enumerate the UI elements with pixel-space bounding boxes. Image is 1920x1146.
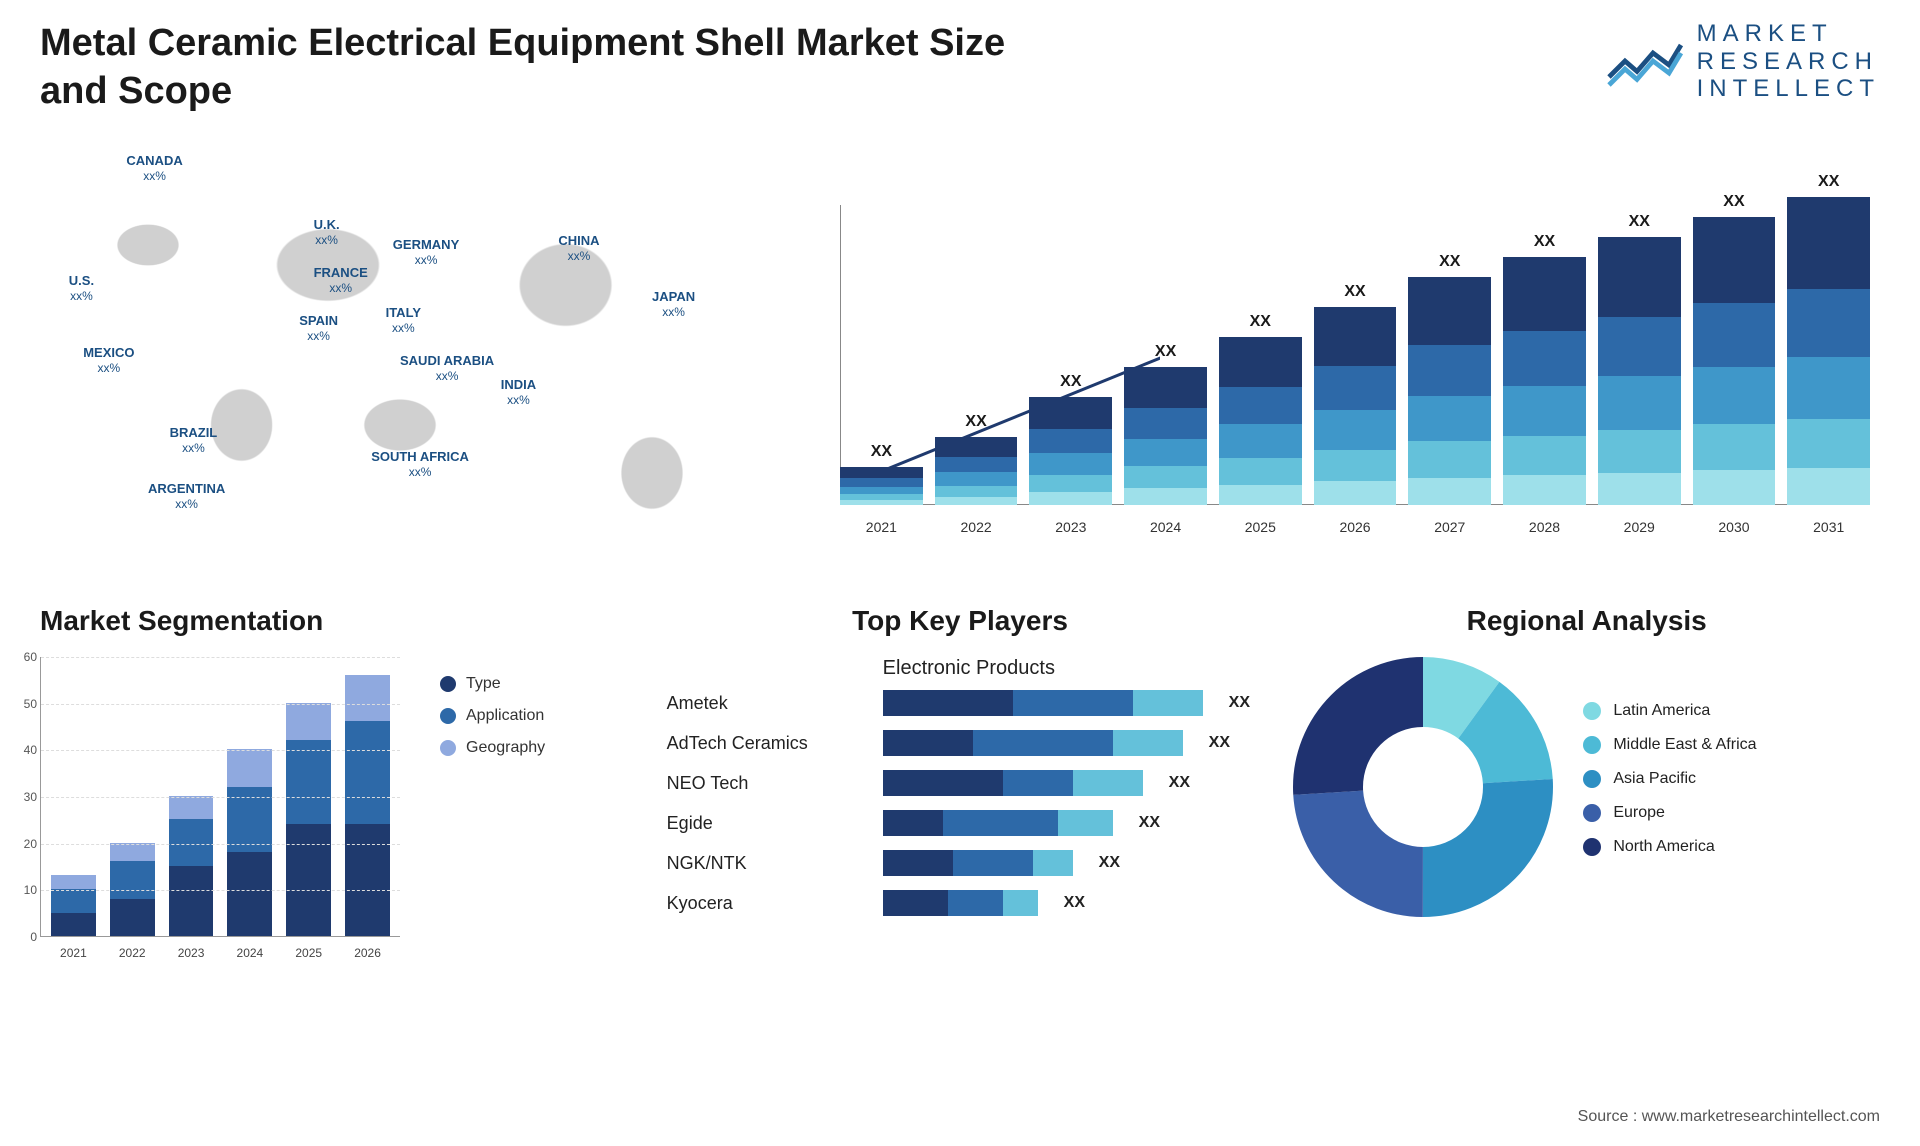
key-players-title: Top Key Players (667, 605, 1254, 637)
segmentation-title: Market Segmentation (40, 605, 627, 637)
legend-item: Middle East & Africa (1583, 736, 1756, 754)
growth-bar: XX2024 (1124, 343, 1207, 505)
segmentation-bar: 2021 (51, 875, 96, 936)
logo-line2: RESEARCH (1697, 48, 1880, 76)
segmentation-chart: 202120222023202420252026 0102030405060 (40, 657, 400, 937)
key-player-row: EgideXX (667, 810, 1254, 836)
growth-bar: XX2030 (1693, 193, 1776, 505)
regional-panel: Regional Analysis Latin America Middle Ea… (1293, 605, 1880, 965)
legend-item: Type (440, 675, 545, 693)
key-player-row: NEO TechXX (667, 770, 1254, 796)
brand-logo: MARKET RESEARCH INTELLECT (1605, 20, 1880, 103)
key-player-row: KyoceraXX (667, 890, 1254, 916)
map-label: SPAINxx% (299, 313, 338, 343)
map-label: SOUTH AFRICAxx% (371, 449, 469, 479)
logo-line3: INTELLECT (1697, 75, 1880, 103)
growth-bar-chart: XX2021XX2022XX2023XX2024XX2025XX2026XX20… (800, 145, 1880, 545)
map-label: ARGENTINAxx% (148, 481, 225, 511)
growth-bar: XX2031 (1787, 173, 1870, 505)
legend-item: North America (1583, 838, 1756, 856)
map-label: JAPANxx% (652, 289, 695, 319)
map-label: FRANCExx% (314, 265, 368, 295)
regional-donut-chart (1293, 657, 1553, 917)
growth-bar: XX2022 (935, 413, 1018, 505)
map-label: U.S.xx% (69, 273, 94, 303)
legend-item: Application (440, 707, 545, 725)
key-players-header: Electronic Products (883, 657, 1254, 680)
growth-bar: XX2029 (1598, 213, 1681, 505)
map-label: INDIAxx% (501, 377, 536, 407)
growth-bar: XX2026 (1314, 283, 1397, 505)
segmentation-panel: Market Segmentation 20212022202320242025… (40, 605, 627, 965)
regional-legend: Latin America Middle East & Africa Asia Pa… (1583, 702, 1756, 872)
growth-bar: XX2027 (1408, 253, 1491, 505)
growth-bar: XX2028 (1503, 233, 1586, 505)
map-label: SAUDI ARABIAxx% (400, 353, 494, 383)
key-player-row: NGK/NTKXX (667, 850, 1254, 876)
logo-line1: MARKET (1697, 20, 1880, 48)
segmentation-bar: 2025 (286, 703, 331, 936)
key-players-panel: Top Key Players Electronic Products Amet… (667, 605, 1254, 965)
key-player-row: AmetekXX (667, 690, 1254, 716)
map-label: BRAZILxx% (170, 425, 218, 455)
segmentation-legend: Type Application Geography (440, 675, 545, 771)
logo-icon (1605, 31, 1685, 91)
legend-item: Latin America (1583, 702, 1756, 720)
growth-bar: XX2025 (1219, 313, 1302, 505)
growth-bar: XX2021 (840, 443, 923, 505)
growth-bar: XX2023 (1029, 373, 1112, 505)
map-label: ITALYxx% (386, 305, 421, 335)
regional-title: Regional Analysis (1293, 605, 1880, 637)
page-title: Metal Ceramic Electrical Equipment Shell… (40, 20, 1040, 115)
map-label: MEXICOxx% (83, 345, 134, 375)
segmentation-bar: 2023 (169, 796, 214, 936)
segmentation-bar: 2026 (345, 675, 390, 936)
map-label: CANADAxx% (126, 153, 182, 183)
key-player-row: AdTech CeramicsXX (667, 730, 1254, 756)
key-players-chart: AmetekXX AdTech CeramicsXX NEO TechXX Egide… (667, 690, 1254, 916)
map-label: CHINAxx% (558, 233, 599, 263)
source-attribution: Source : www.marketresearchintellect.com (1578, 1108, 1880, 1126)
legend-item: Geography (440, 739, 545, 757)
map-label: GERMANYxx% (393, 237, 459, 267)
legend-item: Asia Pacific (1583, 770, 1756, 788)
map-label: U.K.xx% (314, 217, 340, 247)
world-map: CANADAxx% U.S.xx% MEXICOxx% BRAZILxx% ARGENT… (40, 145, 760, 545)
legend-item: Europe (1583, 804, 1756, 822)
